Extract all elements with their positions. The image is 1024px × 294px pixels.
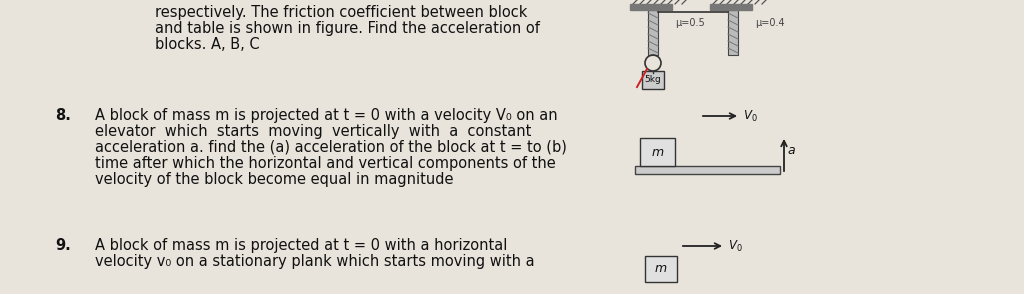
Text: and table is shown in figure. Find the acceleration of: and table is shown in figure. Find the a… <box>155 21 540 36</box>
Bar <box>728 10 738 55</box>
Text: $V_0$: $V_0$ <box>728 238 742 253</box>
Text: acceleration a. find the (a) acceleration of the block at t = to (b): acceleration a. find the (a) acceleratio… <box>95 140 567 155</box>
Text: μ=0.5: μ=0.5 <box>675 18 705 28</box>
Text: $V_0$: $V_0$ <box>743 108 758 123</box>
Bar <box>710 4 752 10</box>
Bar <box>642 71 664 89</box>
Text: 5kg: 5kg <box>645 76 662 84</box>
Text: velocity v₀ on a stationary plank which starts moving with a: velocity v₀ on a stationary plank which … <box>95 254 535 269</box>
Text: blocks. A, B, C: blocks. A, B, C <box>155 37 260 52</box>
Text: time after which the horizontal and vertical components of the: time after which the horizontal and vert… <box>95 156 556 171</box>
Text: respectively. The friction coefficient between block: respectively. The friction coefficient b… <box>155 5 527 20</box>
Bar <box>645 256 677 282</box>
Bar <box>630 4 672 10</box>
Text: m: m <box>655 263 667 275</box>
Bar <box>648 10 658 55</box>
Text: a: a <box>787 144 795 158</box>
Text: m: m <box>651 146 664 158</box>
Text: elevator  which  starts  moving  vertically  with  a  constant: elevator which starts moving vertically … <box>95 124 531 139</box>
Text: A block of mass m is projected at t = 0 with a velocity V₀ on an: A block of mass m is projected at t = 0 … <box>95 108 558 123</box>
Bar <box>640 138 675 166</box>
Text: velocity of the block become equal in magnitude: velocity of the block become equal in ma… <box>95 172 454 187</box>
Text: A block of mass m is projected at t = 0 with a horizontal: A block of mass m is projected at t = 0 … <box>95 238 507 253</box>
Bar <box>635 166 780 174</box>
Text: 9.: 9. <box>55 238 71 253</box>
Text: μ=0.4: μ=0.4 <box>755 18 784 28</box>
Text: 8.: 8. <box>55 108 71 123</box>
